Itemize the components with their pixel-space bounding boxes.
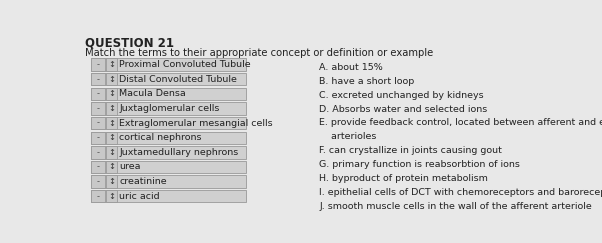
Text: Proximal Convoluted Tubule: Proximal Convoluted Tubule [119,60,251,69]
FancyBboxPatch shape [91,146,105,158]
Text: -: - [96,148,99,157]
Text: ↕: ↕ [108,104,115,113]
Text: I. epithelial cells of DCT with chemoreceptors and baroreceptors: I. epithelial cells of DCT with chemorec… [320,188,602,197]
FancyBboxPatch shape [91,190,246,202]
Text: Distal Convoluted Tubule: Distal Convoluted Tubule [119,75,237,84]
Text: cortical nephrons: cortical nephrons [119,133,202,142]
Text: urea: urea [119,163,141,172]
FancyBboxPatch shape [106,190,117,202]
Text: Macula Densa: Macula Densa [119,89,186,98]
Text: -: - [96,133,99,142]
Text: A. about 15%: A. about 15% [320,63,383,72]
FancyBboxPatch shape [106,117,117,129]
Text: -: - [96,89,99,98]
Text: Extraglomerular mesangial cells: Extraglomerular mesangial cells [119,119,273,128]
Text: B. have a short loop: B. have a short loop [320,77,415,86]
FancyBboxPatch shape [91,175,105,188]
Text: ↕: ↕ [108,119,115,128]
FancyBboxPatch shape [106,131,117,144]
Text: arterioles: arterioles [320,132,377,141]
Text: J. smooth muscle cells in the wall of the afferent arteriole: J. smooth muscle cells in the wall of th… [320,202,592,211]
FancyBboxPatch shape [106,146,117,158]
Text: -: - [96,104,99,113]
FancyBboxPatch shape [91,58,246,71]
Text: G. primary function is reabsorbtion of ions: G. primary function is reabsorbtion of i… [320,160,520,169]
FancyBboxPatch shape [91,88,246,100]
Text: -: - [96,75,99,84]
FancyBboxPatch shape [91,73,105,85]
Text: E. provide feedback control, located between afferent and efferent: E. provide feedback control, located bet… [320,119,602,128]
FancyBboxPatch shape [91,190,105,202]
FancyBboxPatch shape [106,58,117,71]
FancyBboxPatch shape [91,161,105,173]
FancyBboxPatch shape [106,161,117,173]
FancyBboxPatch shape [91,175,246,188]
FancyBboxPatch shape [91,102,246,115]
Text: D. Absorbs water and selected ions: D. Absorbs water and selected ions [320,105,488,114]
Text: ↕: ↕ [108,192,115,201]
Text: uric acid: uric acid [119,192,160,201]
Text: -: - [96,192,99,201]
Text: ↕: ↕ [108,60,115,69]
FancyBboxPatch shape [91,117,246,129]
FancyBboxPatch shape [91,88,105,100]
Text: ↕: ↕ [108,148,115,157]
Text: ↕: ↕ [108,89,115,98]
FancyBboxPatch shape [106,102,117,115]
Text: F. can crystallize in joints causing gout: F. can crystallize in joints causing gou… [320,146,502,155]
Text: -: - [96,119,99,128]
Text: H. byproduct of protein metabolism: H. byproduct of protein metabolism [320,174,488,183]
Text: ↕: ↕ [108,133,115,142]
FancyBboxPatch shape [91,102,105,115]
FancyBboxPatch shape [91,58,105,71]
Text: QUESTION 21: QUESTION 21 [84,37,173,50]
Text: Match the terms to their appropriate concept or definition or example: Match the terms to their appropriate con… [84,48,433,58]
FancyBboxPatch shape [91,161,246,173]
FancyBboxPatch shape [91,146,246,158]
Text: -: - [96,177,99,186]
Text: creatinine: creatinine [119,177,167,186]
Text: -: - [96,163,99,172]
FancyBboxPatch shape [91,73,246,85]
Text: ↕: ↕ [108,163,115,172]
Text: -: - [96,60,99,69]
FancyBboxPatch shape [91,117,105,129]
FancyBboxPatch shape [106,88,117,100]
FancyBboxPatch shape [106,73,117,85]
FancyBboxPatch shape [106,175,117,188]
Text: Juxtamedullary nephrons: Juxtamedullary nephrons [119,148,238,157]
Text: ↕: ↕ [108,75,115,84]
Text: ↕: ↕ [108,177,115,186]
Text: Juxtaglomerular cells: Juxtaglomerular cells [119,104,220,113]
Text: C. excreted unchanged by kidneys: C. excreted unchanged by kidneys [320,91,484,100]
FancyBboxPatch shape [91,131,105,144]
FancyBboxPatch shape [91,131,246,144]
